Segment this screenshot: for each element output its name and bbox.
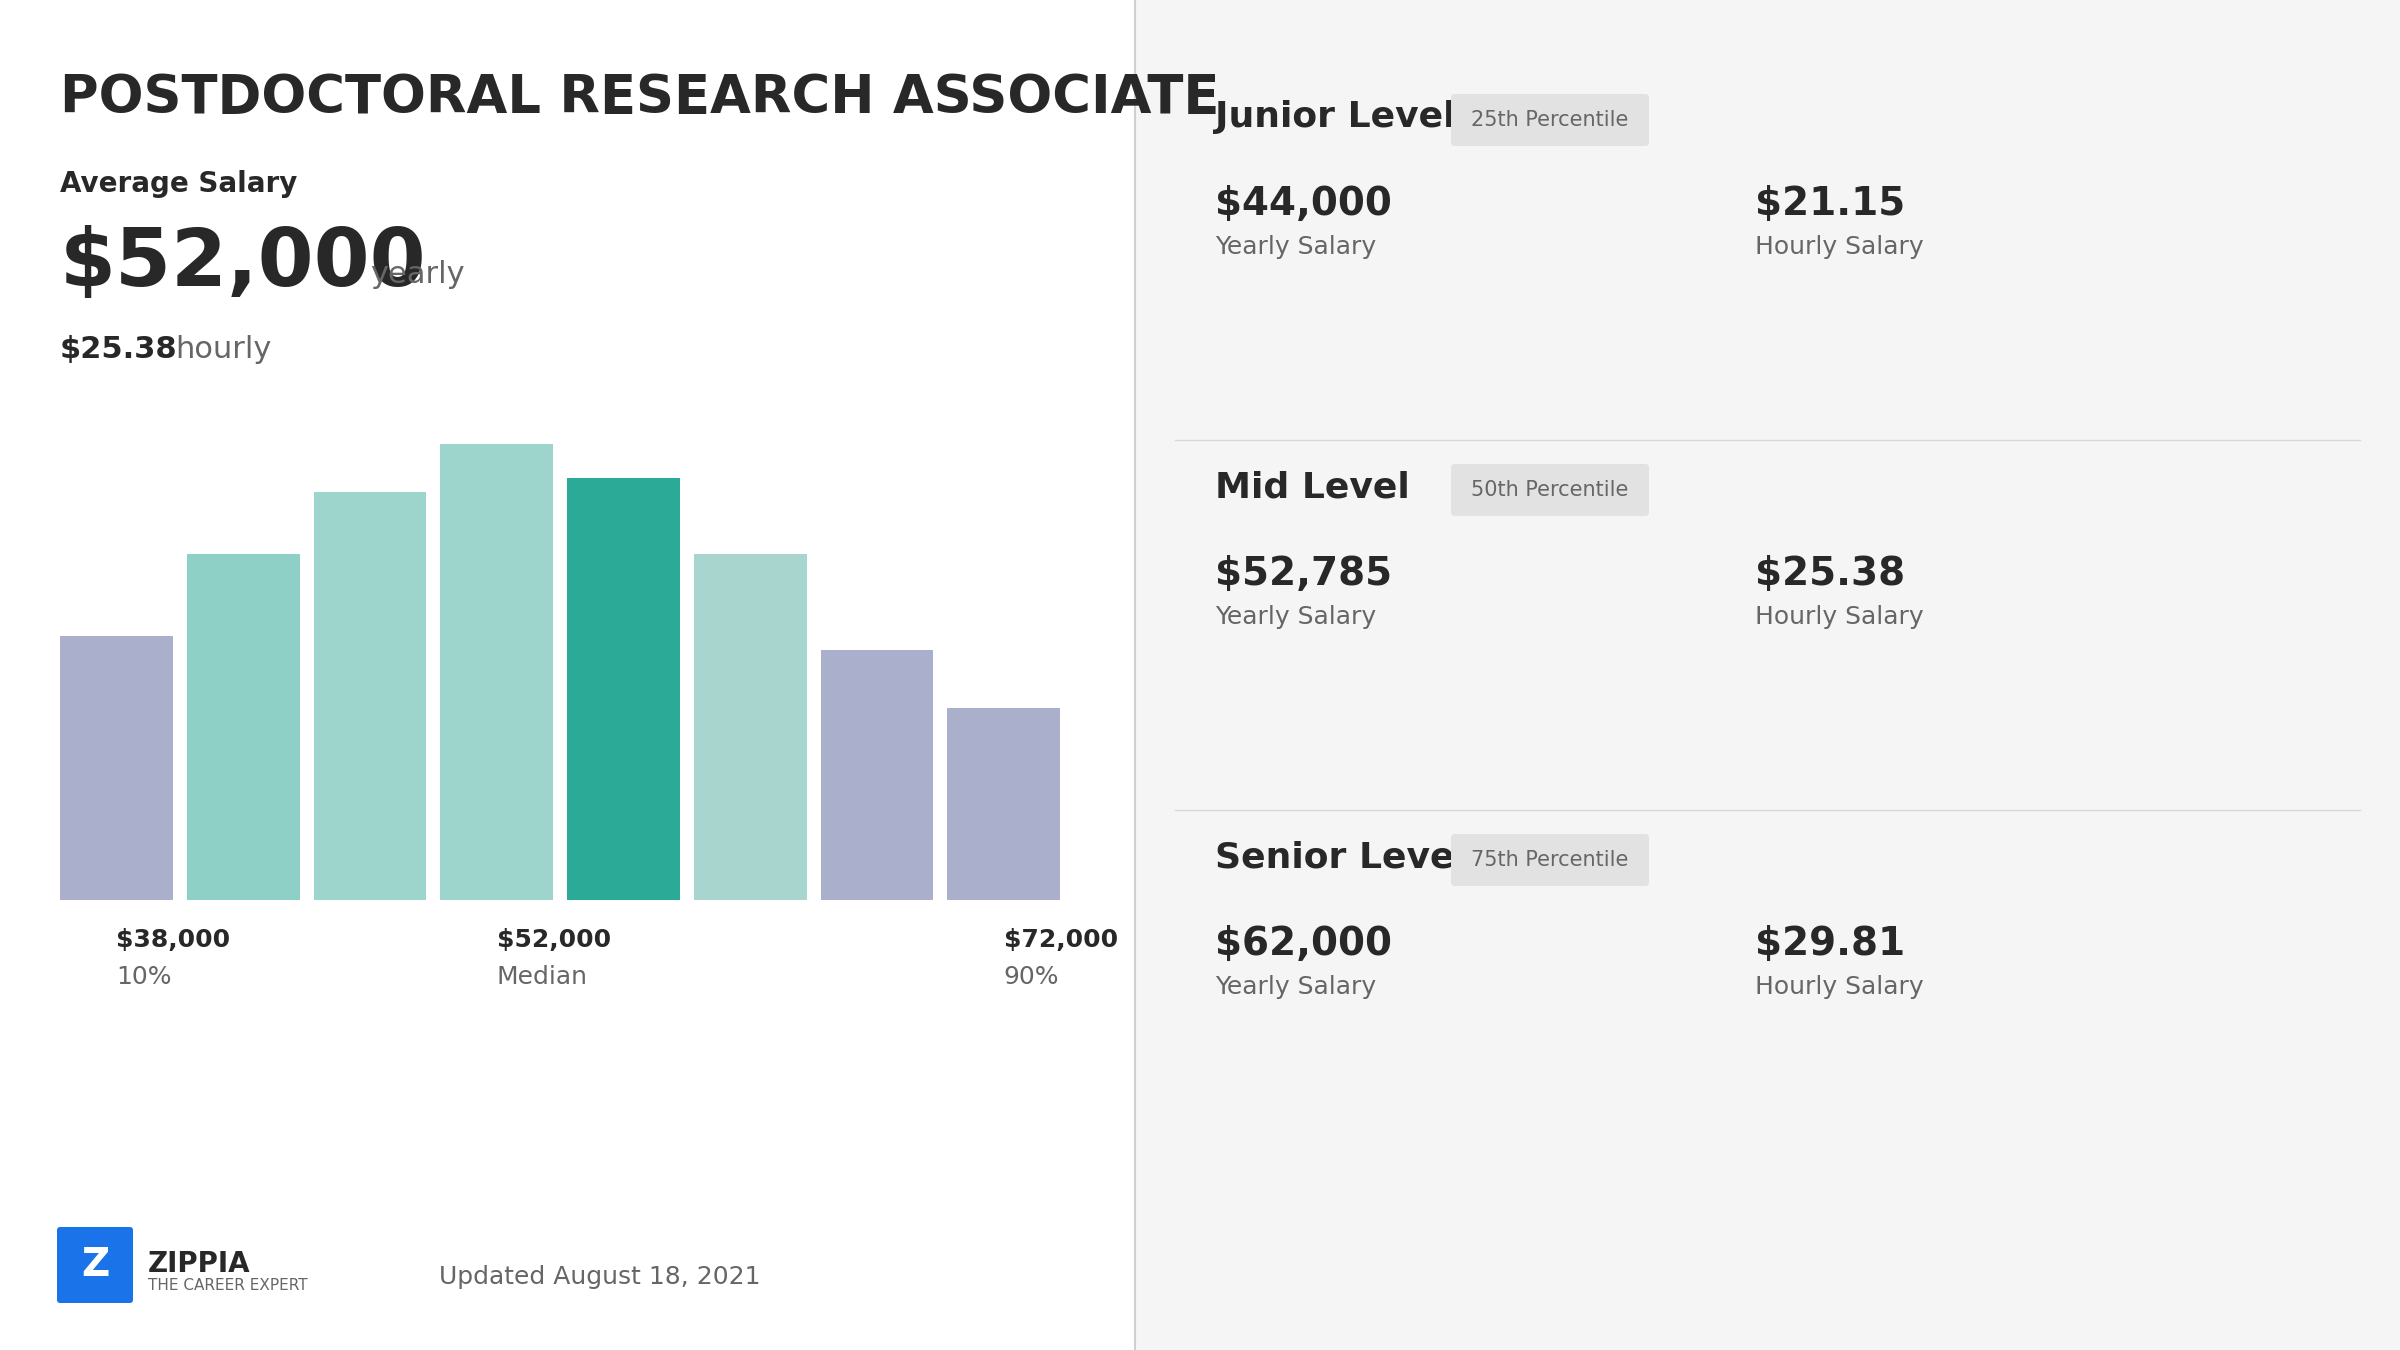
Text: Hourly Salary: Hourly Salary bbox=[1754, 235, 1925, 259]
FancyBboxPatch shape bbox=[187, 555, 300, 900]
FancyBboxPatch shape bbox=[948, 707, 1061, 900]
FancyBboxPatch shape bbox=[566, 478, 679, 900]
Text: Senior Level: Senior Level bbox=[1214, 840, 1466, 873]
Text: $72,000: $72,000 bbox=[1003, 927, 1118, 952]
Text: Yearly Salary: Yearly Salary bbox=[1214, 235, 1375, 259]
Text: 25th Percentile: 25th Percentile bbox=[1471, 109, 1630, 130]
Text: Average Salary: Average Salary bbox=[60, 170, 298, 198]
Text: ZIPPIA: ZIPPIA bbox=[149, 1250, 250, 1278]
Text: Hourly Salary: Hourly Salary bbox=[1754, 605, 1925, 629]
Text: THE CAREER EXPERT: THE CAREER EXPERT bbox=[149, 1278, 307, 1293]
Text: $21.15: $21.15 bbox=[1754, 185, 1906, 223]
Text: 75th Percentile: 75th Percentile bbox=[1471, 850, 1630, 869]
Text: $38,000: $38,000 bbox=[115, 927, 230, 952]
Text: Updated August 18, 2021: Updated August 18, 2021 bbox=[439, 1265, 761, 1289]
FancyBboxPatch shape bbox=[694, 555, 806, 900]
Text: $25.38: $25.38 bbox=[60, 335, 178, 365]
FancyBboxPatch shape bbox=[821, 651, 934, 900]
FancyBboxPatch shape bbox=[58, 1227, 132, 1303]
FancyBboxPatch shape bbox=[439, 444, 552, 900]
Text: 10%: 10% bbox=[115, 965, 173, 990]
Text: Mid Level: Mid Level bbox=[1214, 470, 1409, 504]
Text: Junior Level: Junior Level bbox=[1214, 100, 1454, 134]
FancyBboxPatch shape bbox=[1135, 0, 2400, 1350]
Text: POSTDOCTORAL RESEARCH ASSOCIATE: POSTDOCTORAL RESEARCH ASSOCIATE bbox=[60, 72, 1219, 124]
Text: Z: Z bbox=[82, 1246, 108, 1284]
Text: $52,000: $52,000 bbox=[497, 927, 610, 952]
Text: $52,785: $52,785 bbox=[1214, 555, 1392, 593]
Text: $52,000: $52,000 bbox=[60, 225, 427, 302]
Text: Median: Median bbox=[497, 965, 588, 990]
FancyBboxPatch shape bbox=[1452, 464, 1649, 516]
FancyBboxPatch shape bbox=[60, 636, 173, 900]
Text: $29.81: $29.81 bbox=[1754, 925, 1906, 963]
FancyBboxPatch shape bbox=[1452, 95, 1649, 146]
Text: Yearly Salary: Yearly Salary bbox=[1214, 605, 1375, 629]
Text: hourly: hourly bbox=[175, 335, 271, 365]
Text: $62,000: $62,000 bbox=[1214, 925, 1392, 963]
FancyBboxPatch shape bbox=[314, 491, 427, 900]
Text: Yearly Salary: Yearly Salary bbox=[1214, 975, 1375, 999]
Text: 50th Percentile: 50th Percentile bbox=[1471, 481, 1630, 500]
FancyBboxPatch shape bbox=[1452, 834, 1649, 886]
Text: 90%: 90% bbox=[1003, 965, 1058, 990]
Text: $25.38: $25.38 bbox=[1754, 555, 1906, 593]
Text: Hourly Salary: Hourly Salary bbox=[1754, 975, 1925, 999]
Text: $44,000: $44,000 bbox=[1214, 185, 1392, 223]
Text: yearly: yearly bbox=[370, 261, 466, 289]
